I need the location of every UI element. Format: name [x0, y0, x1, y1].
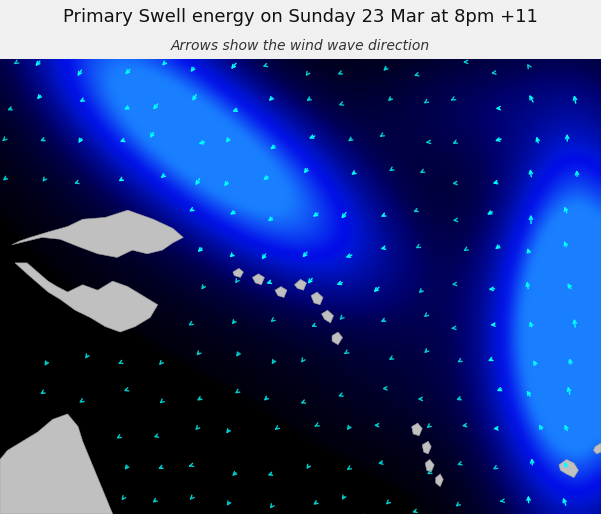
Polygon shape [426, 460, 435, 472]
Polygon shape [12, 210, 183, 258]
Text: Arrows show the wind wave direction: Arrows show the wind wave direction [171, 39, 430, 53]
Polygon shape [332, 332, 343, 345]
Polygon shape [294, 279, 307, 290]
Polygon shape [436, 474, 444, 487]
Text: Primary Swell energy on Sunday 23 Mar at 8pm +11: Primary Swell energy on Sunday 23 Mar at… [63, 8, 538, 26]
Polygon shape [15, 263, 158, 332]
Polygon shape [422, 441, 431, 454]
Polygon shape [252, 274, 264, 285]
Polygon shape [322, 310, 334, 323]
Polygon shape [311, 292, 323, 305]
Polygon shape [233, 268, 243, 278]
Polygon shape [0, 414, 113, 514]
Polygon shape [559, 460, 579, 478]
Polygon shape [594, 443, 601, 454]
Polygon shape [412, 423, 422, 436]
Polygon shape [275, 286, 287, 298]
